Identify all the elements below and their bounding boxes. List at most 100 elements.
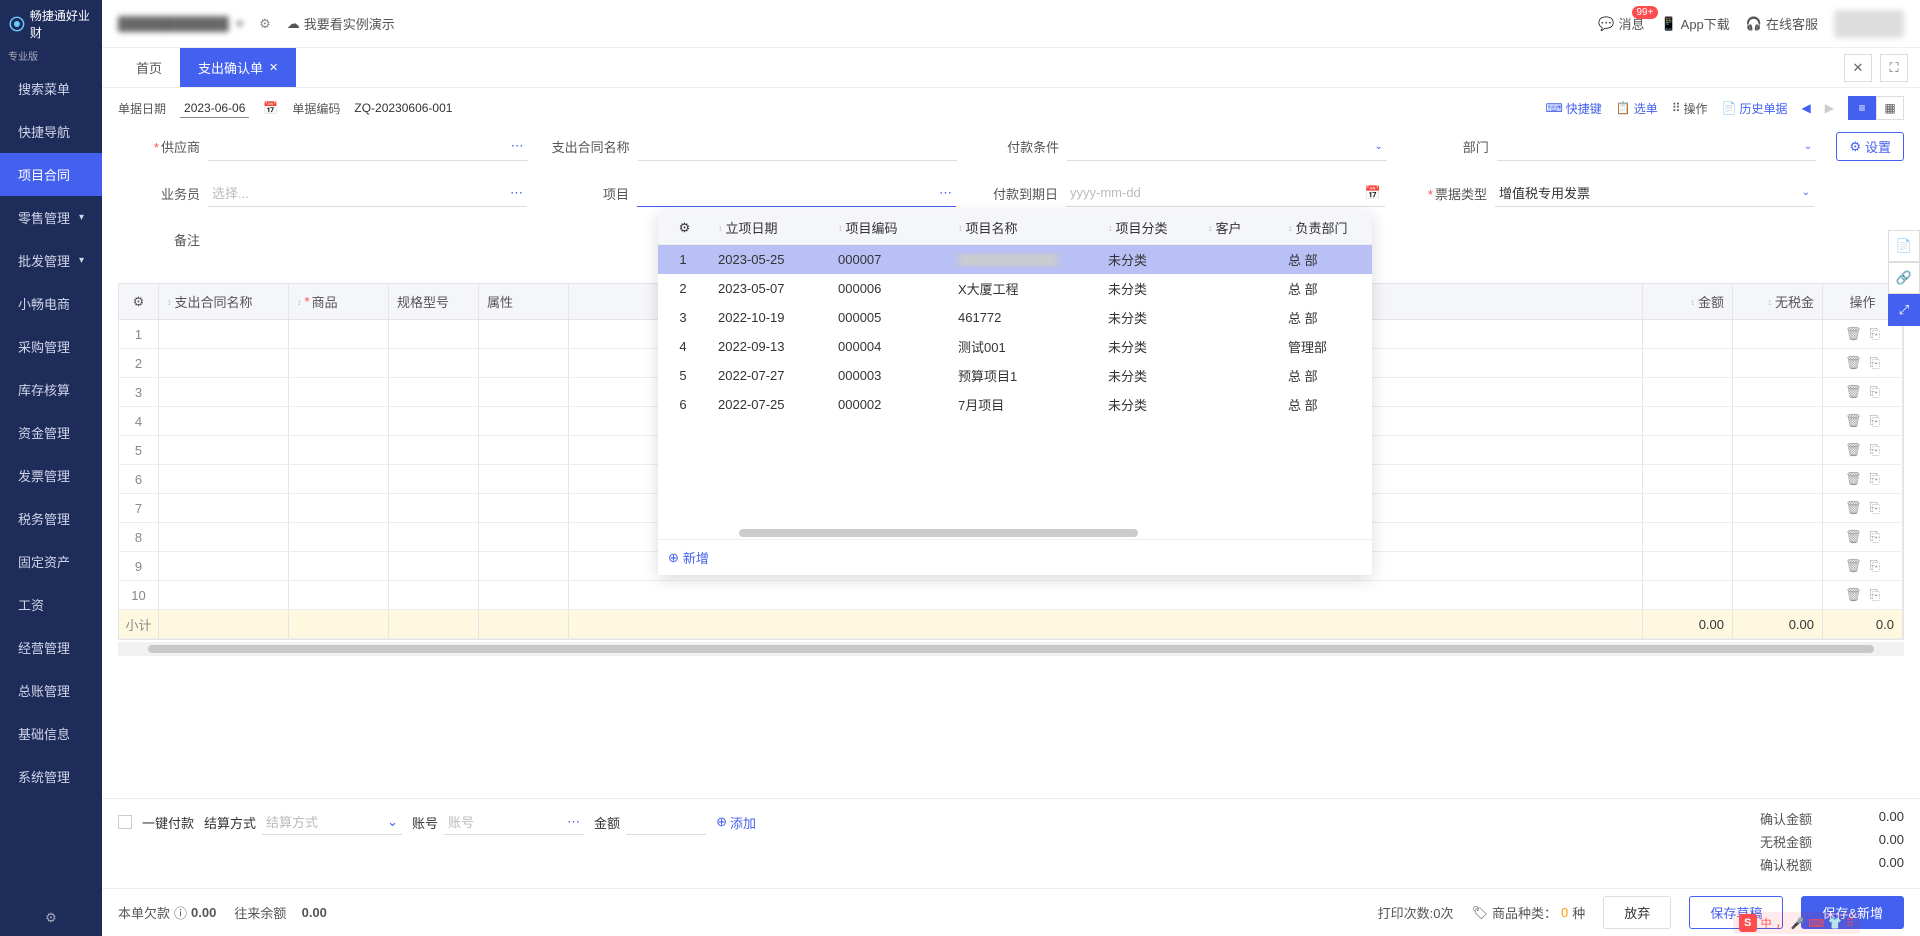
shortcut-link[interactable]: ⌨ 快捷键 (1545, 100, 1601, 117)
project-input[interactable]: ⋯ (637, 179, 956, 207)
dd-col-name[interactable]: 项目名称 (948, 211, 1098, 244)
copy-row-icon[interactable]: ⎘ (1870, 500, 1880, 516)
pay-terms-input[interactable]: ⌄ (1067, 133, 1387, 161)
dd-col-customer[interactable]: 客户 (1198, 211, 1278, 244)
nav-item-8[interactable]: 资金管理 (0, 411, 102, 454)
prev-icon[interactable]: ◀ (1802, 101, 1811, 115)
chevron-down-icon[interactable]: ⌄ (1802, 187, 1810, 198)
grid-gear-icon[interactable]: ⚙ (119, 284, 159, 319)
dd-row[interactable]: 1 2023-05-25 000007 未分类 总 部 (658, 245, 1372, 274)
history-link[interactable]: 📄 历史单据 (1722, 100, 1788, 117)
delete-row-icon[interactable]: 🗑 (1845, 500, 1862, 516)
col-notax[interactable]: 无税金 (1733, 284, 1823, 319)
tabs-close-all-icon[interactable]: ✕ (1844, 54, 1872, 82)
float-attach-icon[interactable]: 🔗 (1888, 262, 1920, 294)
copy-row-icon[interactable]: ⎘ (1870, 442, 1880, 458)
nav-item-15[interactable]: 基础信息 (0, 712, 102, 755)
lookup-icon[interactable]: ⋯ (510, 185, 523, 201)
delete-row-icon[interactable]: 🗑 (1845, 384, 1862, 400)
nav-item-13[interactable]: 经营管理 (0, 626, 102, 669)
horizontal-scrollbar[interactable] (118, 642, 1904, 656)
copy-row-icon[interactable]: ⎘ (1870, 587, 1880, 603)
nav-item-4[interactable]: 批发管理▾ (0, 239, 102, 282)
dd-row[interactable]: 6 2022-07-25 000002 7月项目 未分类 总 部 (658, 390, 1372, 419)
nav-item-7[interactable]: 库存核算 (0, 368, 102, 411)
next-icon[interactable]: ▶ (1825, 101, 1834, 115)
delete-row-icon[interactable]: 🗑 (1845, 529, 1862, 545)
discard-button[interactable]: 放弃 (1603, 896, 1671, 929)
dd-col-dept[interactable]: 负责部门 (1278, 211, 1368, 244)
nav-item-14[interactable]: 总账管理 (0, 669, 102, 712)
ime-lang[interactable]: 中 (1761, 915, 1772, 931)
operate-menu[interactable]: ⠿ 操作 (1672, 100, 1708, 117)
tabs-expand-icon[interactable]: ⛶ (1880, 54, 1908, 82)
nav-item-3[interactable]: 零售管理▾ (0, 196, 102, 239)
dd-add-link[interactable]: ⊕ 新增 (668, 548, 1362, 567)
view-list-icon[interactable]: ≡ (1848, 96, 1876, 120)
dd-gear-icon[interactable]: ⚙ (658, 211, 708, 244)
dd-scrollbar[interactable] (658, 529, 1372, 539)
col-spec[interactable]: 规格型号 (389, 284, 479, 319)
contract-name-input[interactable] (638, 133, 958, 161)
dd-col-category[interactable]: 项目分类 (1098, 211, 1198, 244)
invoice-type-input[interactable]: 增值税专用发票⌄ (1495, 179, 1814, 207)
sidebar-settings-icon[interactable]: ⚙ (0, 910, 102, 926)
date-value[interactable]: 2023-06-06 (180, 99, 249, 118)
col-attr[interactable]: 属性 (479, 284, 569, 319)
col-contract[interactable]: 支出合同名称 (159, 284, 289, 319)
tab-home[interactable]: 首页 (118, 48, 180, 87)
copy-row-icon[interactable]: ⎘ (1870, 355, 1880, 371)
copy-row-icon[interactable]: ⎘ (1870, 326, 1880, 342)
account-input[interactable]: 账号⋯ (444, 809, 584, 835)
demo-link[interactable]: ☁ 我要看实例演示 (287, 14, 395, 33)
supplier-input[interactable]: ⋯ (208, 133, 528, 161)
ime-s-icon[interactable]: S (1739, 914, 1757, 932)
ime-mic-icon[interactable]: 🎤 (1791, 917, 1805, 930)
nav-item-6[interactable]: 采购管理 (0, 325, 102, 368)
copy-row-icon[interactable]: ⎘ (1870, 471, 1880, 487)
nav-item-10[interactable]: 税务管理 (0, 497, 102, 540)
chevron-down-icon[interactable]: ⌄ (1374, 141, 1382, 152)
ime-skin-icon[interactable]: 👕 (1828, 917, 1842, 930)
nav-item-1[interactable]: 快捷导航 (0, 110, 102, 153)
delete-row-icon[interactable]: 🗑 (1845, 355, 1862, 371)
lookup-icon[interactable]: ⋯ (939, 185, 952, 201)
col-product[interactable]: *商品 (289, 284, 389, 319)
view-card-icon[interactable]: ▦ (1876, 96, 1904, 120)
support-link[interactable]: 🎧 在线客服 (1746, 14, 1818, 33)
nav-item-9[interactable]: 发票管理 (0, 454, 102, 497)
org-selector[interactable]: ████████████▾ (118, 16, 243, 32)
delete-row-icon[interactable]: 🗑 (1845, 326, 1862, 342)
due-date-input[interactable]: yyyy-mm-dd📅 (1066, 179, 1385, 207)
add-link[interactable]: ⊕ 添加 (716, 813, 756, 832)
copy-row-icon[interactable]: ⎘ (1870, 384, 1880, 400)
ime-kbd-icon[interactable]: ⌨ (1808, 917, 1824, 930)
delete-row-icon[interactable]: 🗑 (1845, 413, 1862, 429)
dd-row[interactable]: 2 2023-05-07 000006 X大厦工程 未分类 总 部 (658, 274, 1372, 303)
nav-item-12[interactable]: 工资 (0, 583, 102, 626)
nav-item-11[interactable]: 固定资产 (0, 540, 102, 583)
dd-row[interactable]: 4 2022-09-13 000004 测试001 未分类 管理部 (658, 332, 1372, 361)
copy-row-icon[interactable]: ⎘ (1870, 558, 1880, 574)
delete-row-icon[interactable]: 🗑 (1845, 587, 1862, 603)
remark-input[interactable] (208, 225, 565, 253)
delete-row-icon[interactable]: 🗑 (1845, 471, 1862, 487)
calendar-icon[interactable]: 📅 (263, 101, 278, 115)
settings-button[interactable]: ⚙ 设置 (1836, 132, 1904, 161)
copy-row-icon[interactable]: ⎘ (1870, 413, 1880, 429)
amount-input[interactable] (626, 809, 706, 835)
settle-method-input[interactable]: 结算方式⌄ (262, 809, 402, 835)
delete-row-icon[interactable]: 🗑 (1845, 442, 1862, 458)
one-click-checkbox[interactable] (118, 815, 132, 829)
nav-item-2[interactable]: 项目合同 (0, 153, 102, 196)
tab-close-icon[interactable]: ✕ (269, 61, 278, 74)
float-expand-icon[interactable]: ⤢ (1888, 294, 1920, 326)
app-download-link[interactable]: 📱 App下载 (1660, 14, 1729, 33)
select-bill-link[interactable]: 📋 选单 (1616, 100, 1658, 117)
dd-col-code[interactable]: 项目编码 (828, 211, 948, 244)
copy-row-icon[interactable]: ⎘ (1870, 529, 1880, 545)
nav-item-5[interactable]: 小畅电商 (0, 282, 102, 325)
department-input[interactable]: ⌄ (1497, 133, 1817, 161)
delete-row-icon[interactable]: 🗑 (1845, 558, 1862, 574)
messages-link[interactable]: 💬 消息 99+ (1598, 14, 1644, 33)
